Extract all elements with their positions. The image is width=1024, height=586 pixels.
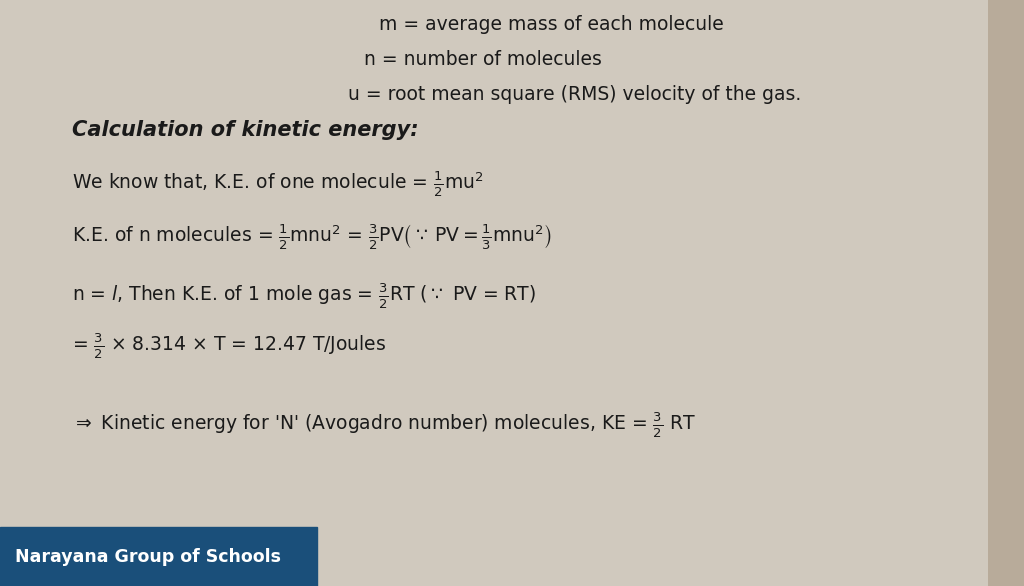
Text: $\Rightarrow$ Kinetic energy for 'N' (Avogadro number) molecules, KE = $\frac{3}: $\Rightarrow$ Kinetic energy for 'N' (Av… bbox=[72, 410, 696, 440]
FancyBboxPatch shape bbox=[0, 527, 317, 586]
Text: We know that, K.E. of one molecule = $\frac{1}{2}$mu$^{2}$: We know that, K.E. of one molecule = $\f… bbox=[72, 170, 483, 199]
Text: n = number of molecules: n = number of molecules bbox=[364, 50, 601, 69]
Text: Calculation of kinetic energy:: Calculation of kinetic energy: bbox=[72, 120, 419, 140]
Text: u = root mean square (RMS) velocity of the gas.: u = root mean square (RMS) velocity of t… bbox=[348, 85, 802, 104]
Text: K.E. of n molecules = $\frac{1}{2}$mnu$^{2}$ = $\frac{3}{2}$PV$\left(\because\,\: K.E. of n molecules = $\frac{1}{2}$mnu$^… bbox=[72, 223, 551, 252]
Text: m = average mass of each molecule: m = average mass of each molecule bbox=[379, 15, 724, 33]
Text: Narayana Group of Schools: Narayana Group of Schools bbox=[15, 548, 282, 565]
Text: n = $l$, Then K.E. of 1 mole gas = $\frac{3}{2}$RT ($\because$ PV = RT): n = $l$, Then K.E. of 1 mole gas = $\fra… bbox=[72, 281, 536, 311]
FancyBboxPatch shape bbox=[988, 0, 1024, 586]
Text: = $\frac{3}{2}$ $\times$ 8.314 $\times$ T = 12.47 T/Joules: = $\frac{3}{2}$ $\times$ 8.314 $\times$ … bbox=[72, 331, 386, 360]
